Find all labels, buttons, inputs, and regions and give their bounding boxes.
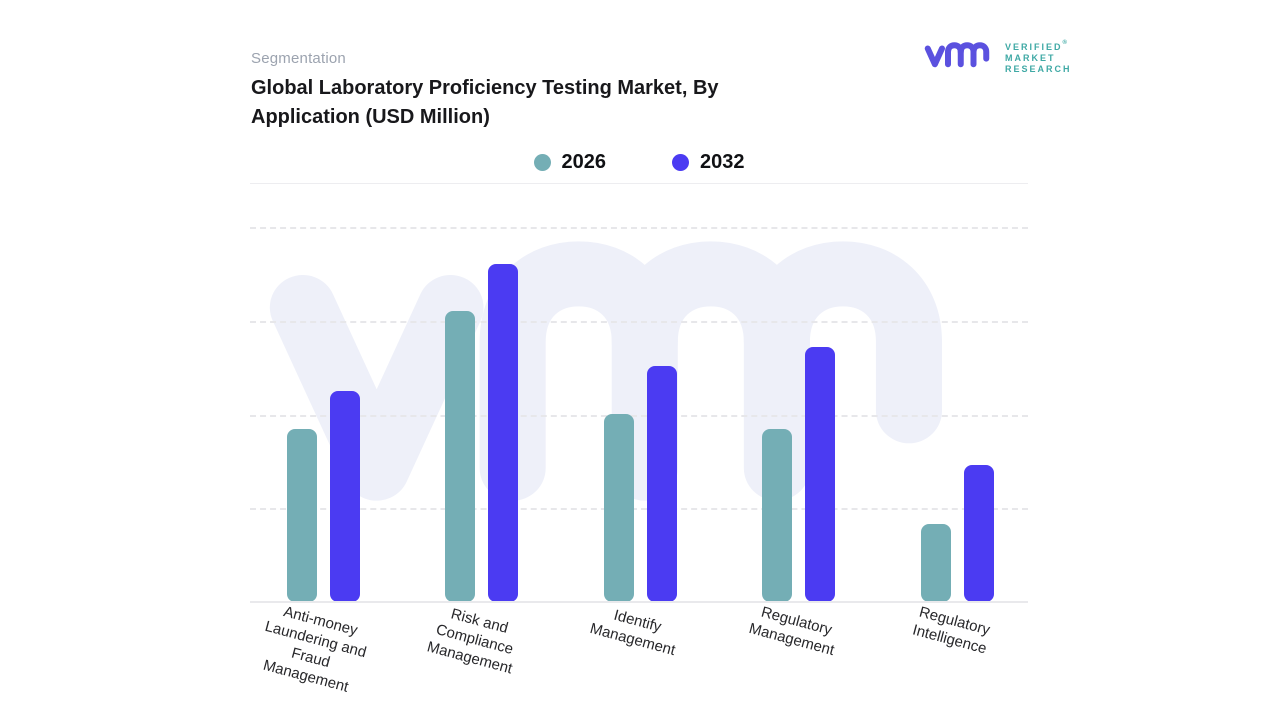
legend-item-2026: 2026: [533, 150, 607, 174]
bar-2032: [963, 465, 994, 602]
logo-word-research: RESEARCH: [1005, 63, 1072, 74]
x-axis-label: Anti-money Laundering and Fraud Manageme…: [261, 603, 369, 696]
header-divider: [250, 183, 1028, 184]
x-axis-label: Regulatory Intelligence: [910, 603, 992, 658]
logo-wordmark: VERIFIED® MARKET RESEARCH: [1005, 38, 1072, 75]
bar-2032: [805, 347, 835, 602]
bar-2032: [646, 366, 677, 602]
x-axis-label: Identify Management: [588, 606, 678, 660]
gridline: [250, 227, 1028, 229]
legend-item-2032: 2032: [672, 151, 745, 174]
page-title-line1: Global Laboratory Proficiency Testing Ma…: [251, 77, 719, 99]
gridline: [250, 320, 1028, 323]
bar-group: [762, 347, 835, 602]
legend-label-2032: 2032: [700, 150, 745, 173]
logo-word-market: MARKET: [1005, 52, 1056, 63]
registered-mark: ®: [1062, 39, 1067, 46]
bar-2032: [329, 391, 360, 602]
bar-group: [920, 465, 994, 602]
x-axis-labels: Anti-money Laundering and Fraud Manageme…: [250, 603, 1028, 712]
bar-2026: [920, 524, 951, 602]
gridline: [250, 414, 1028, 417]
bar-2026: [286, 429, 317, 602]
verified-market-research-logo: VERIFIED® MARKET RESEARCH: [924, 35, 1072, 77]
chart-legend: 2026 2032: [250, 147, 1028, 177]
page-title: Global Laboratory Proficiency Testing Ma…: [251, 74, 891, 132]
legend-swatch-2032-icon: [672, 153, 689, 171]
bar-2026: [603, 414, 634, 602]
bar-group: [603, 366, 677, 602]
x-axis-label: Risk and Compliance Management: [424, 605, 515, 678]
eyebrow-label: Segmentation: [251, 50, 346, 67]
legend-swatch-2026-icon: [533, 153, 551, 171]
bar-chart-plot-area: [250, 227, 1028, 603]
x-axis-line: [250, 601, 1028, 603]
page-title-line2: Application (USD Million): [251, 106, 490, 128]
x-axis-label: Regulatory Management: [746, 603, 836, 660]
gridline: [250, 508, 1028, 511]
bar-2026: [762, 429, 792, 602]
legend-label-2026: 2026: [561, 150, 607, 173]
vmr-monogram-icon: [924, 42, 990, 68]
bar-group: [286, 391, 360, 602]
logo-word-verified: VERIFIED®: [1005, 39, 1067, 52]
bar-group: [445, 264, 518, 602]
bar-2026: [445, 311, 475, 602]
bar-2032: [488, 264, 518, 602]
